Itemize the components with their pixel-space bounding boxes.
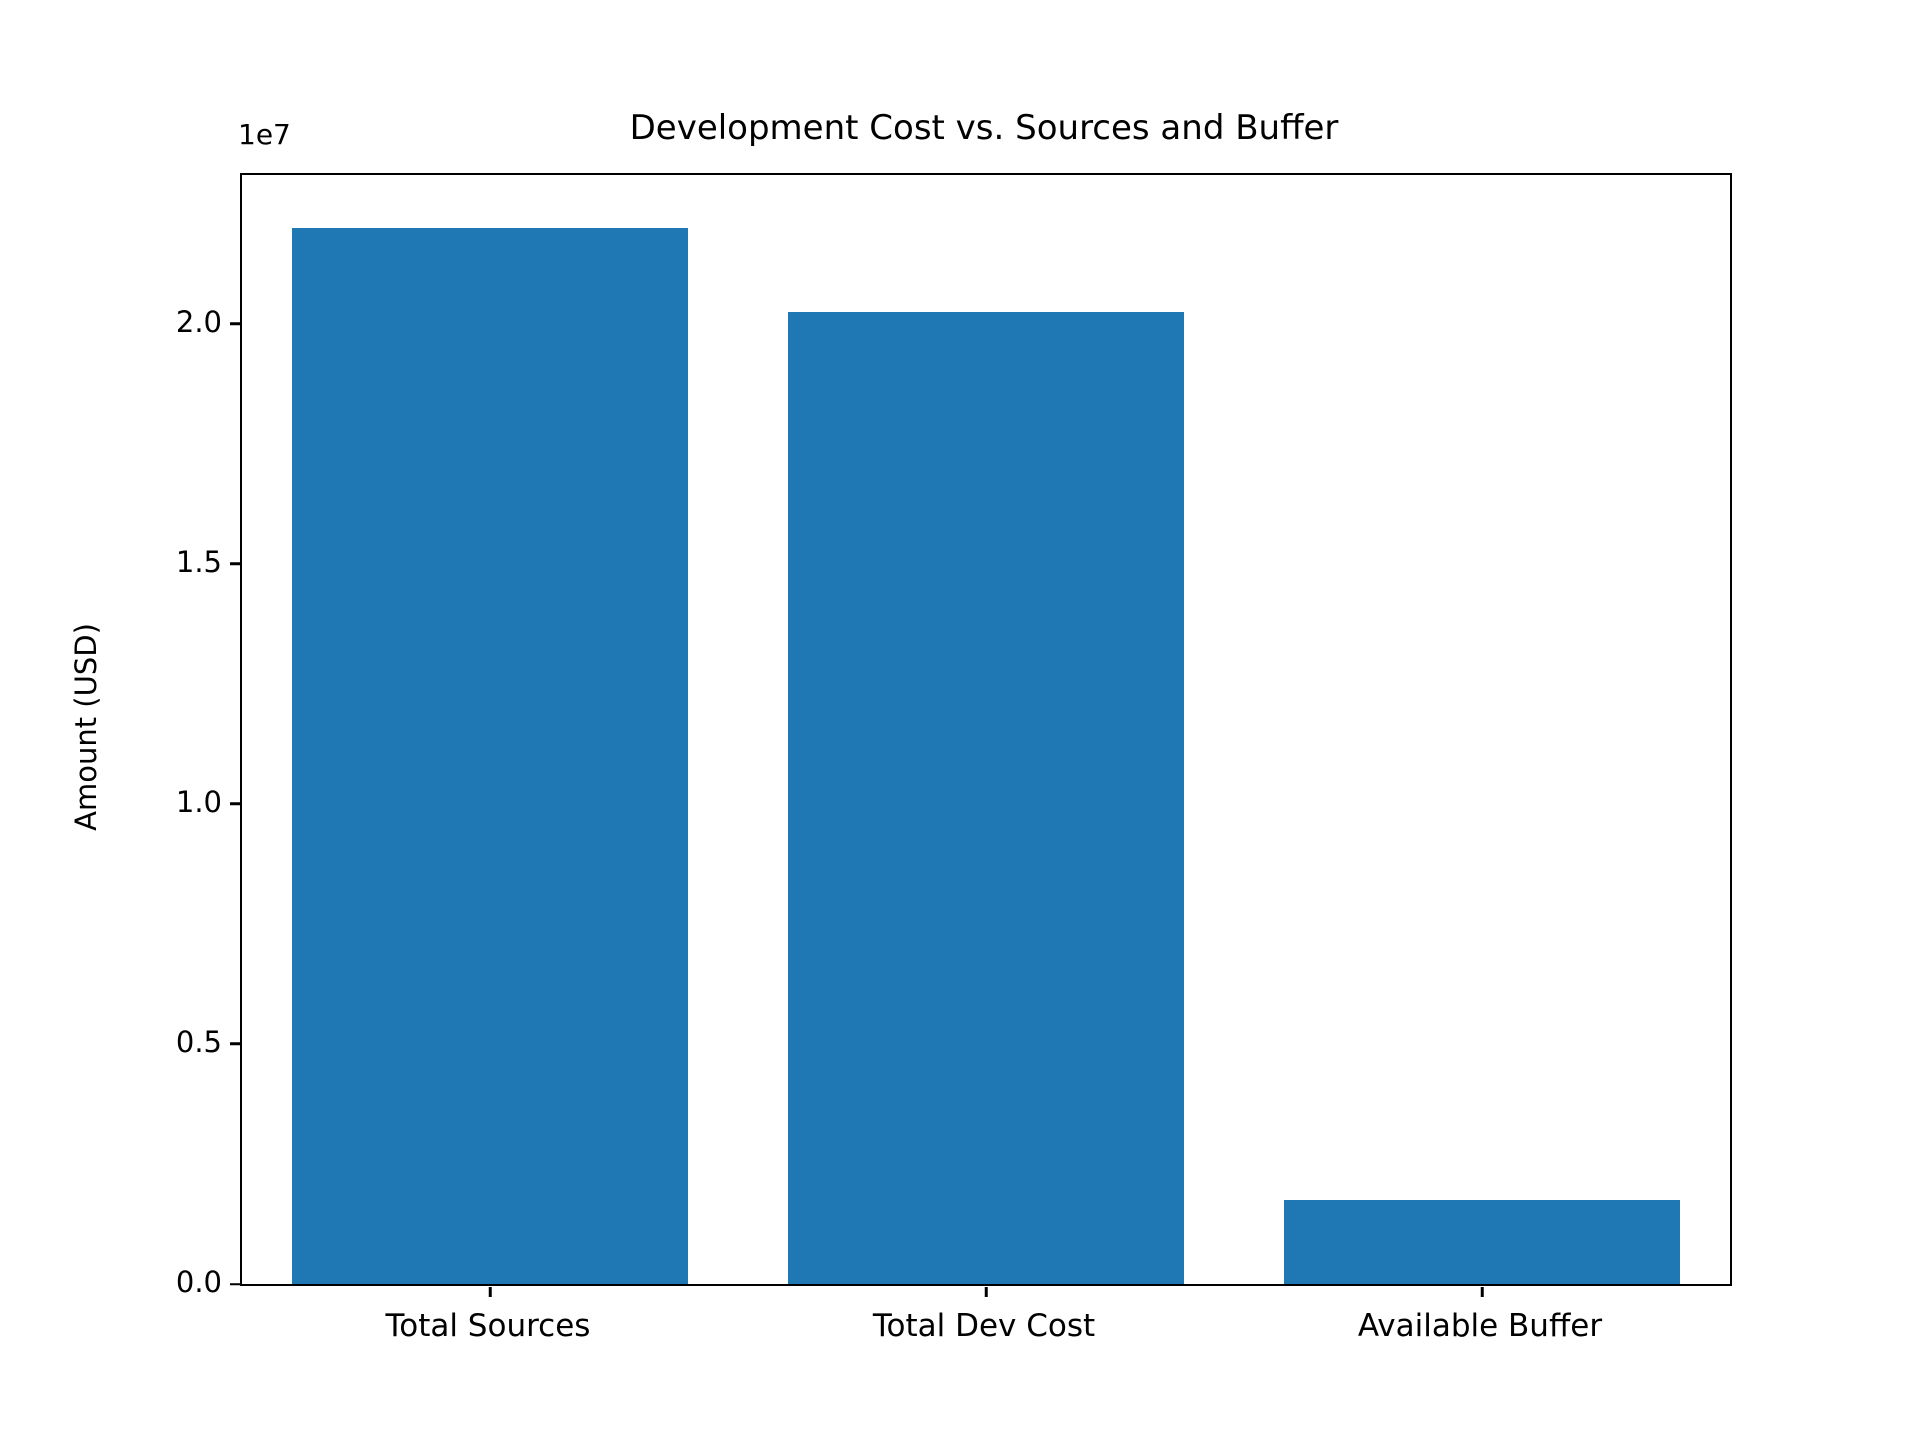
y-tick-label: 0.5 xyxy=(175,1024,222,1059)
y-tick-mark xyxy=(229,1282,240,1286)
x-tick-label-total-sources: Total Sources xyxy=(385,1308,591,1344)
y-tick-label: 2.0 xyxy=(175,304,222,339)
bar-available-buffer xyxy=(1283,1200,1681,1284)
bar-total-dev-cost xyxy=(787,311,1185,1284)
chart-title: Development Cost vs. Sources and Buffer xyxy=(629,108,1339,148)
y-tick-label: 1.0 xyxy=(175,784,222,819)
y-tick-mark xyxy=(229,1042,240,1046)
y-tick-mark xyxy=(229,322,240,326)
y-tick-mark xyxy=(229,562,240,566)
y-axis-offset-label: 1e7 xyxy=(238,118,291,151)
bar-total-sources xyxy=(291,227,689,1284)
plot-area xyxy=(229,173,1732,1297)
x-tick-mark xyxy=(488,1286,492,1297)
x-tick-mark xyxy=(1480,1286,1484,1297)
y-axis-label: Amount (USD) xyxy=(69,623,103,831)
y-tick-label: 1.5 xyxy=(175,544,222,579)
x-tick-label-total-dev-cost: Total Dev Cost xyxy=(872,1308,1096,1344)
y-tick-label: 0.0 xyxy=(175,1265,222,1299)
x-tick-mark xyxy=(984,1286,988,1297)
bars-container xyxy=(242,175,1730,1284)
x-tick-label-available-buffer: Available Buffer xyxy=(1357,1308,1603,1344)
y-tick-mark xyxy=(229,802,240,806)
